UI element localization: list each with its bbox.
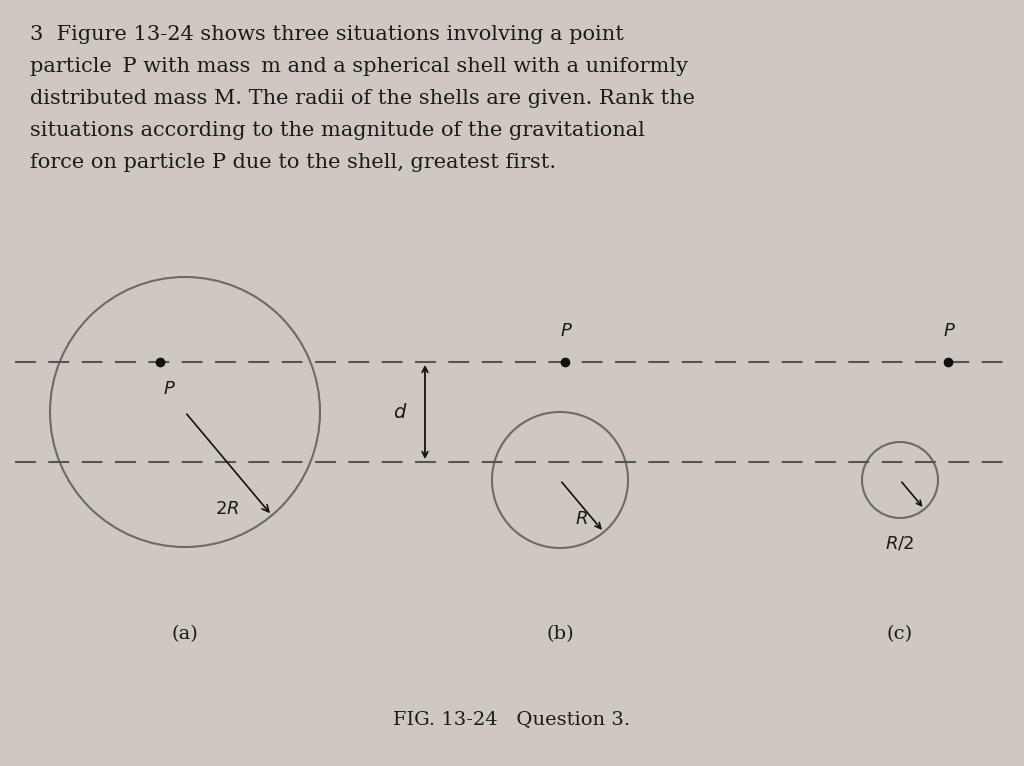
Text: situations according to the magnitude of the gravitational: situations according to the magnitude of…	[30, 121, 645, 140]
Text: (b): (b)	[546, 625, 573, 643]
Text: $d$: $d$	[392, 402, 407, 421]
Text: $P$: $P$	[163, 380, 176, 398]
Text: particle  P with mass  m and a spherical shell with a uniformly: particle P with mass m and a spherical s…	[30, 57, 688, 76]
Text: distributed mass M. The radii of the shells are given. Rank the: distributed mass M. The radii of the she…	[30, 89, 695, 108]
Text: (a): (a)	[172, 625, 199, 643]
Text: $P$: $P$	[560, 322, 572, 340]
Text: force on particle P due to the shell, greatest first.: force on particle P due to the shell, gr…	[30, 153, 556, 172]
Text: $P$: $P$	[943, 322, 955, 340]
Text: $R/2$: $R/2$	[885, 535, 914, 553]
Text: FIG. 13-24   Question 3.: FIG. 13-24 Question 3.	[393, 710, 631, 728]
Text: (c): (c)	[887, 625, 913, 643]
Text: $2R$: $2R$	[215, 500, 240, 518]
Text: $R$: $R$	[575, 510, 588, 528]
Text: 3  Figure 13-24 shows three situations involving a point: 3 Figure 13-24 shows three situations in…	[30, 25, 624, 44]
